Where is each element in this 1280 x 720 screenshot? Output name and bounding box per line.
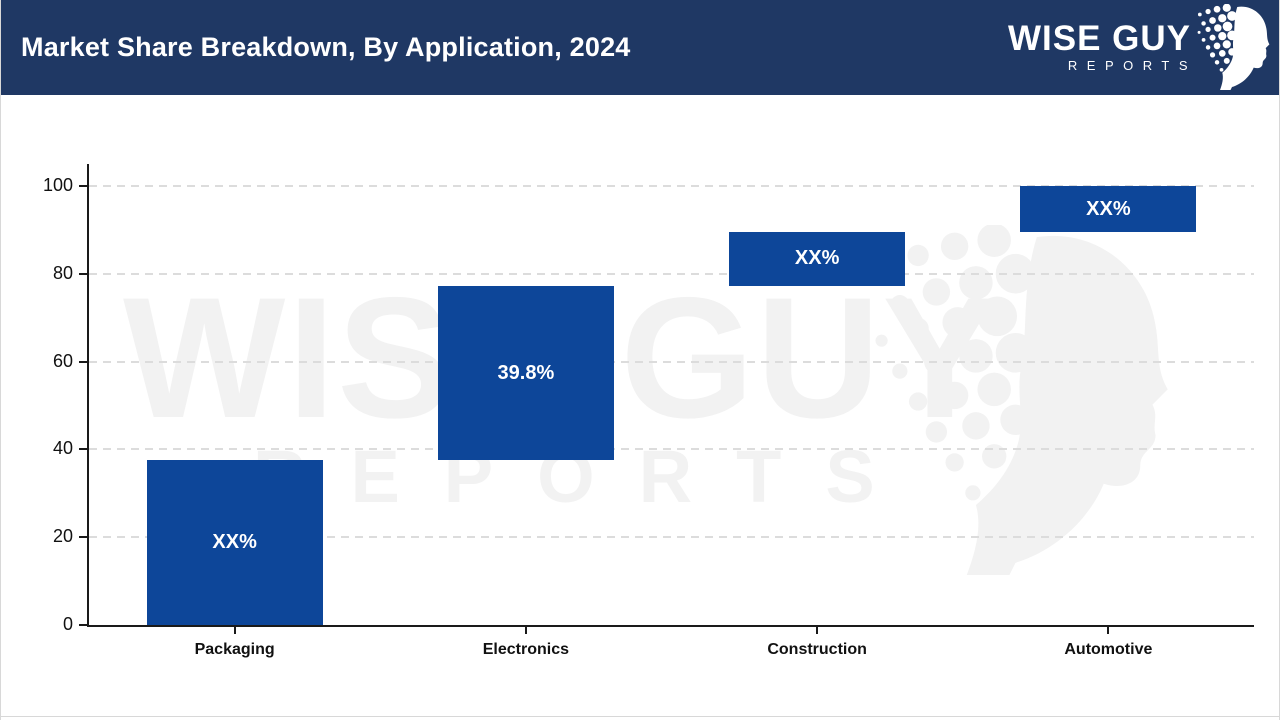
x-axis-category-label: Packaging (194, 641, 275, 658)
logo-text: WISE GUY REPORTS (1007, 18, 1191, 74)
y-axis-spine (87, 164, 89, 627)
y-axis-tick (79, 448, 88, 451)
y-axis-tick (79, 624, 88, 626)
y-axis-tick (79, 360, 88, 363)
bar-packaging: XX% (146, 460, 323, 625)
y-axis-tick (79, 536, 88, 539)
bar-value-label: XX% (794, 247, 840, 270)
bar-value-label: XX% (212, 531, 257, 554)
gridline (89, 536, 1254, 539)
x-axis-tick (524, 627, 527, 634)
x-axis-tick (816, 627, 819, 634)
y-axis-tick-label: 0 (62, 614, 73, 634)
logo-subtitle: REPORTS (1067, 58, 1197, 74)
bar-electronics: 39.8% (437, 285, 614, 461)
logo-head-icon (1197, 4, 1270, 90)
x-axis-spine (87, 625, 1254, 627)
y-axis-tick (79, 272, 88, 275)
logo-wordmark: WISE GUY (1007, 18, 1191, 58)
header-bar: Market Share Breakdown, By Application, … (1, 0, 1279, 95)
bar-value-label: 39.8% (497, 361, 555, 384)
x-axis-tick (1107, 627, 1110, 634)
x-axis-category-label: Automotive (1064, 641, 1153, 658)
y-axis-tick-label: 80 (52, 262, 73, 283)
x-axis-category-label: Electronics (482, 641, 569, 658)
chart-title: Market Share Breakdown, By Application, … (21, 32, 631, 62)
wiseguy-logo: WISE GUY REPORTS (1008, 4, 1271, 90)
gridline (89, 360, 1254, 363)
gridline (89, 185, 1254, 187)
y-axis-tick-label: 60 (52, 350, 73, 371)
y-axis-tick-label: 20 (52, 526, 73, 547)
x-axis-tick (233, 627, 236, 634)
y-axis-tick (79, 185, 88, 187)
bar-construction: XX% (729, 232, 906, 286)
card-bottom-border (1, 716, 1279, 717)
bar-value-label: XX% (1086, 197, 1131, 220)
gridline (89, 272, 1254, 275)
y-axis-tick-label: 40 (52, 438, 73, 459)
x-axis-category-label: Construction (767, 641, 867, 658)
y-axis-tick-label: 100 (42, 175, 73, 195)
bar-automotive: XX% (1020, 186, 1197, 233)
gridline (89, 448, 1254, 451)
